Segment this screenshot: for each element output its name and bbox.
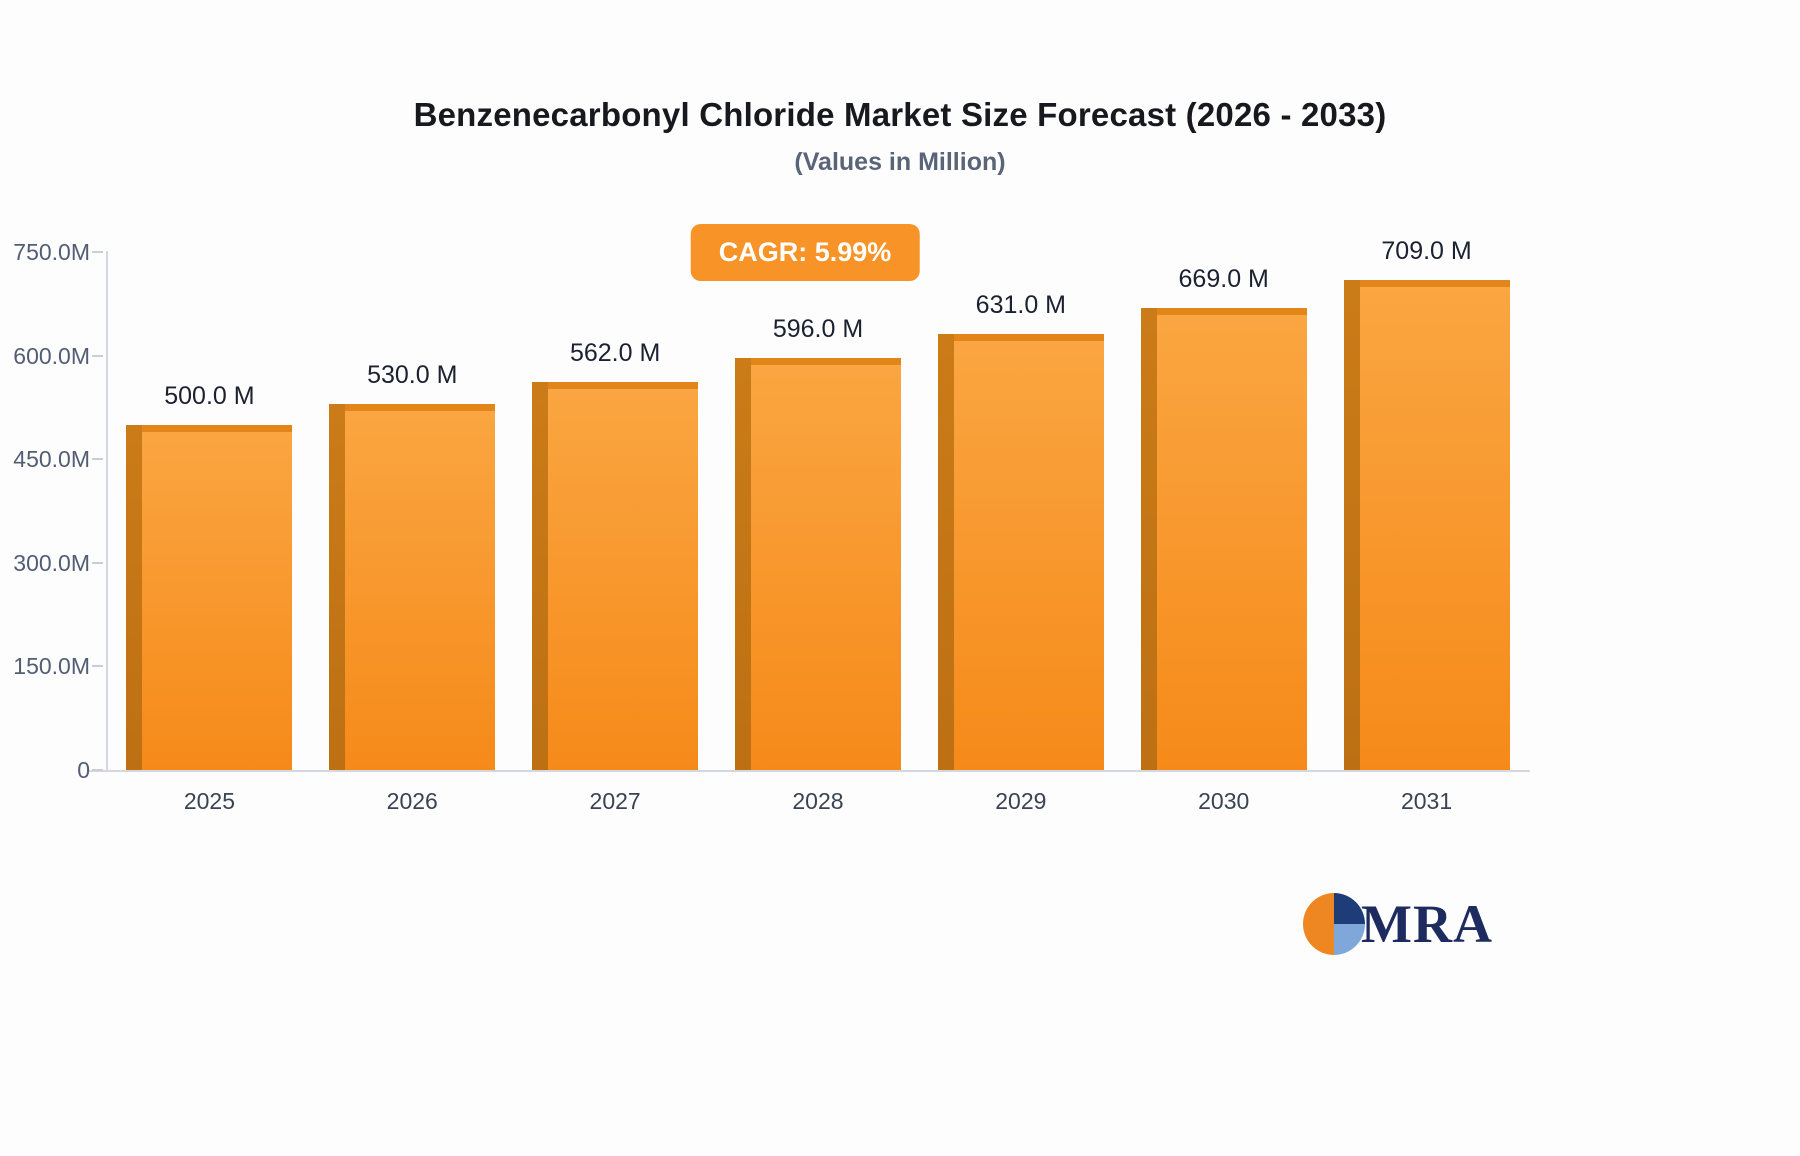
bar [532, 382, 699, 770]
bar-column: 562.0 M [514, 252, 717, 770]
x-tick-label: 2027 [589, 788, 641, 814]
bar-face [142, 425, 293, 770]
bar-face [750, 358, 901, 770]
y-tick-label: 450.0M [13, 446, 90, 473]
x-tick-label: 2031 [1400, 788, 1453, 814]
bar-value-label: 562.0 M [569, 339, 661, 367]
bar-value-label: 631.0 M [975, 291, 1067, 319]
bar [126, 425, 293, 770]
bar-value-label: 709.0 M [1381, 237, 1472, 265]
bar-column: 669.0 M [1122, 252, 1325, 770]
bar-face [953, 334, 1104, 770]
y-tick-mark [92, 665, 103, 668]
y-axis-line [106, 251, 108, 772]
y-tick-mark [92, 458, 103, 461]
bar-column: 500.0 M [108, 252, 311, 770]
y-tick-label: 150.0M [13, 653, 90, 680]
bar-face [345, 404, 496, 770]
y-tick-label: 0 [77, 757, 90, 783]
bar-3d-top [1156, 308, 1307, 315]
bar-value-label: 500.0 M [164, 382, 255, 410]
bar-value-label: 530.0 M [367, 361, 458, 389]
x-tick-label: 2028 [792, 788, 844, 814]
bar-value-label: 596.0 M [772, 315, 864, 343]
bar-3d-side [126, 425, 143, 770]
y-tick-label: 600.0M [13, 342, 90, 369]
bar-3d-top [345, 404, 496, 411]
chart-subtitle: (Values in Million) [794, 148, 1006, 176]
x-tick-label: 2030 [1198, 788, 1250, 814]
x-axis-line [88, 770, 1530, 772]
logo-pie-icon [1303, 893, 1365, 955]
bar-3d-side [329, 404, 346, 770]
bar-column: 530.0 M [311, 252, 514, 770]
bar-face [1359, 280, 1510, 770]
x-tick-label: 2029 [995, 788, 1047, 814]
bar-3d-side [1343, 280, 1360, 770]
bar-value-label: 669.0 M [1178, 265, 1269, 293]
bar-face [548, 382, 699, 770]
logo: MRA [1303, 893, 1493, 955]
bar-3d-top [1359, 280, 1510, 287]
bar [329, 404, 496, 770]
x-tick-label: 2026 [386, 788, 438, 814]
bar-3d-side [1140, 308, 1157, 770]
y-tick-mark [92, 354, 103, 357]
y-tick-label: 300.0M [13, 549, 90, 576]
cagr-badge: CAGR: 5.99% [690, 224, 920, 281]
bar-3d-side [532, 382, 549, 770]
bar [734, 358, 901, 770]
bar-column: 596.0 M [717, 252, 920, 770]
bar [1343, 280, 1510, 770]
bar-3d-side [734, 358, 751, 770]
bar [1140, 308, 1307, 770]
y-tick-mark [92, 769, 103, 771]
bar-column: 631.0 M [919, 252, 1122, 770]
chart-title: Benzenecarbonyl Chloride Market Size For… [413, 96, 1387, 133]
y-tick-mark [92, 251, 103, 253]
bar-3d-top [953, 334, 1104, 341]
logo-text: MRA [1361, 894, 1493, 954]
y-tick-label: 750.0M [13, 239, 90, 265]
x-tick-label: 2025 [183, 788, 235, 814]
bar-3d-top [548, 382, 699, 389]
bar-3d-top [142, 425, 293, 432]
plot-area: 500.0 M 530.0 M 562.0 M 596.0 M 631.0 M 669.0… [108, 237, 1528, 770]
bar-3d-top [750, 358, 901, 365]
bar-column: 709.0 M [1325, 237, 1528, 770]
y-tick-mark [92, 561, 103, 564]
bar-face [1156, 308, 1307, 770]
bar [937, 334, 1104, 770]
bar-3d-side [937, 334, 954, 770]
